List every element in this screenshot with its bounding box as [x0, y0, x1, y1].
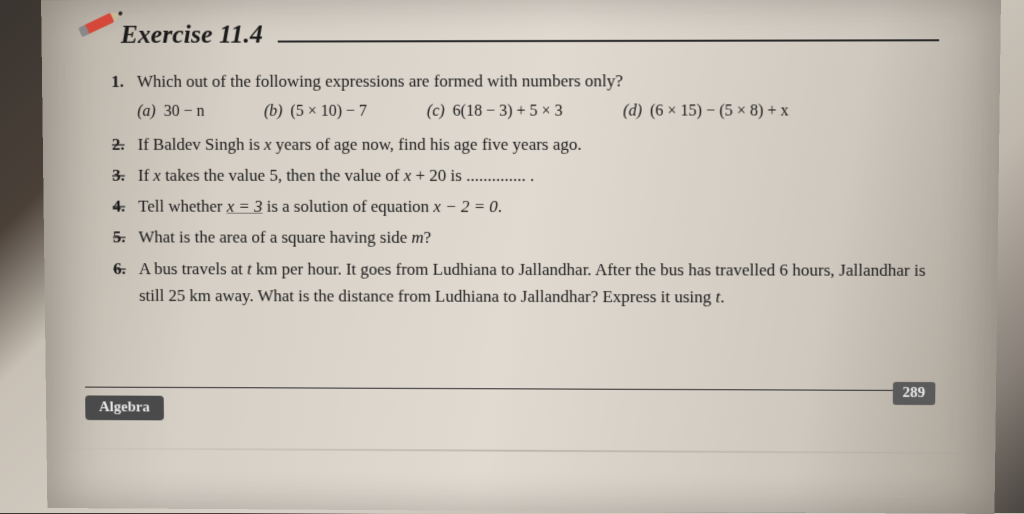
page-crease: [47, 447, 996, 454]
option-d: (d) (6 × 15) − (5 × 8) + x: [623, 99, 789, 125]
q1-options: (a) 30 − n (b) (5 × 10) − 7 (c) 6(18 − 3…: [137, 98, 938, 124]
exercise-title: Exercise 11.4: [121, 19, 263, 49]
page-number-badge: 289: [892, 382, 935, 405]
question-1: 1. Which out of the following expression…: [111, 67, 939, 95]
option-a: (a) 30 − n: [137, 99, 204, 125]
q-text: Tell whether x = 3 is a solution of equa…: [138, 193, 937, 221]
q-number: 2.: [112, 131, 138, 158]
question-6: 6. A bus travels at t km per hour. It go…: [113, 255, 937, 311]
header-rule: [278, 39, 939, 42]
q-number: 3.: [112, 162, 138, 189]
q-text: If Baldev Singh is x years of age now, f…: [138, 130, 939, 158]
question-3: 3. If x takes the value 5, then the valu…: [112, 162, 938, 190]
q-text: A bus travels at t km per hour. It goes …: [139, 255, 937, 311]
footer-rule: [85, 387, 935, 392]
question-4: 4. Tell whether x = 3 is a solution of e…: [112, 193, 937, 221]
page-footer: Algebra 289: [85, 387, 935, 424]
textbook-page: Exercise 11.4 1. Which out of the follow…: [41, 0, 1001, 514]
q-number: 1.: [111, 68, 137, 95]
q-number: 5.: [113, 224, 139, 251]
question-5: 5. What is the area of a square having s…: [113, 224, 937, 252]
q-number: 6.: [113, 255, 139, 309]
question-list: 1. Which out of the following expression…: [111, 67, 939, 311]
q-number: 4.: [112, 193, 138, 220]
question-2: 2. If Baldev Singh is x years of age now…: [112, 130, 938, 158]
q-text: If x takes the value 5, then the value o…: [138, 162, 938, 190]
q-text: What is the area of a square having side…: [138, 224, 937, 252]
option-c: (c) 6(18 − 3) + 5 × 3: [427, 99, 563, 125]
q-text: Which out of the following expressions a…: [137, 67, 939, 95]
option-b: (b) (5 × 10) − 7: [264, 99, 367, 125]
exercise-header: Exercise 11.4: [121, 18, 940, 50]
subject-badge: Algebra: [85, 395, 163, 420]
